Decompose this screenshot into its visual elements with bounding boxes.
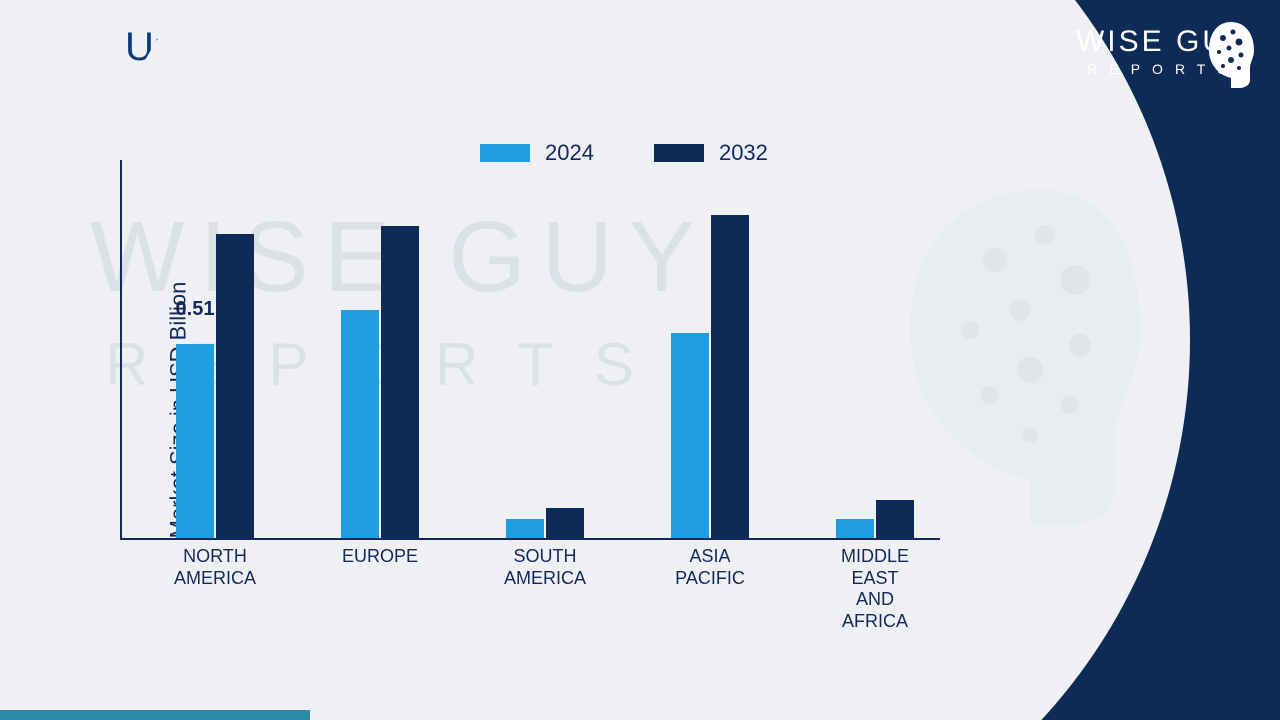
accent-bar [0,710,310,720]
bar [176,344,214,538]
bar [671,333,709,538]
x-axis-tick-label: SOUTHAMERICA [470,546,620,589]
bar [216,234,254,538]
bar [711,215,749,538]
plot-area: 0.51 [120,160,940,540]
legend-label-2024: 2024 [545,140,594,166]
bar [381,226,419,538]
x-axis-tick-label: ASIAPACIFIC [635,546,785,589]
bar [546,508,584,538]
bar-value-label: 0.51 [176,298,215,321]
brand-logo: WISE GUY REPORTS [1076,25,1250,77]
x-axis-tick-label: MIDDLEEASTANDAFRICA [800,546,950,632]
bar [506,519,544,538]
legend: 2024 2032 [480,140,768,166]
legend-label-2032: 2032 [719,140,768,166]
logo-head-icon [1201,20,1256,90]
bar [876,500,914,538]
bar [341,310,379,538]
x-axis-tick-label: NORTHAMERICA [140,546,290,589]
chart-container: Market Size in USD Billion 0.51 NORTHAME… [60,150,970,670]
legend-swatch-2024 [480,144,530,162]
x-axis-labels: NORTHAMERICA EUROPE SOUTHAMERICA ASIAPACIFI… [120,546,940,666]
x-axis-tick-label: EUROPE [305,546,455,568]
legend-item-2032: 2032 [654,140,768,166]
legend-item-2024: 2024 [480,140,594,166]
legend-swatch-2032 [654,144,704,162]
bar [836,519,874,538]
